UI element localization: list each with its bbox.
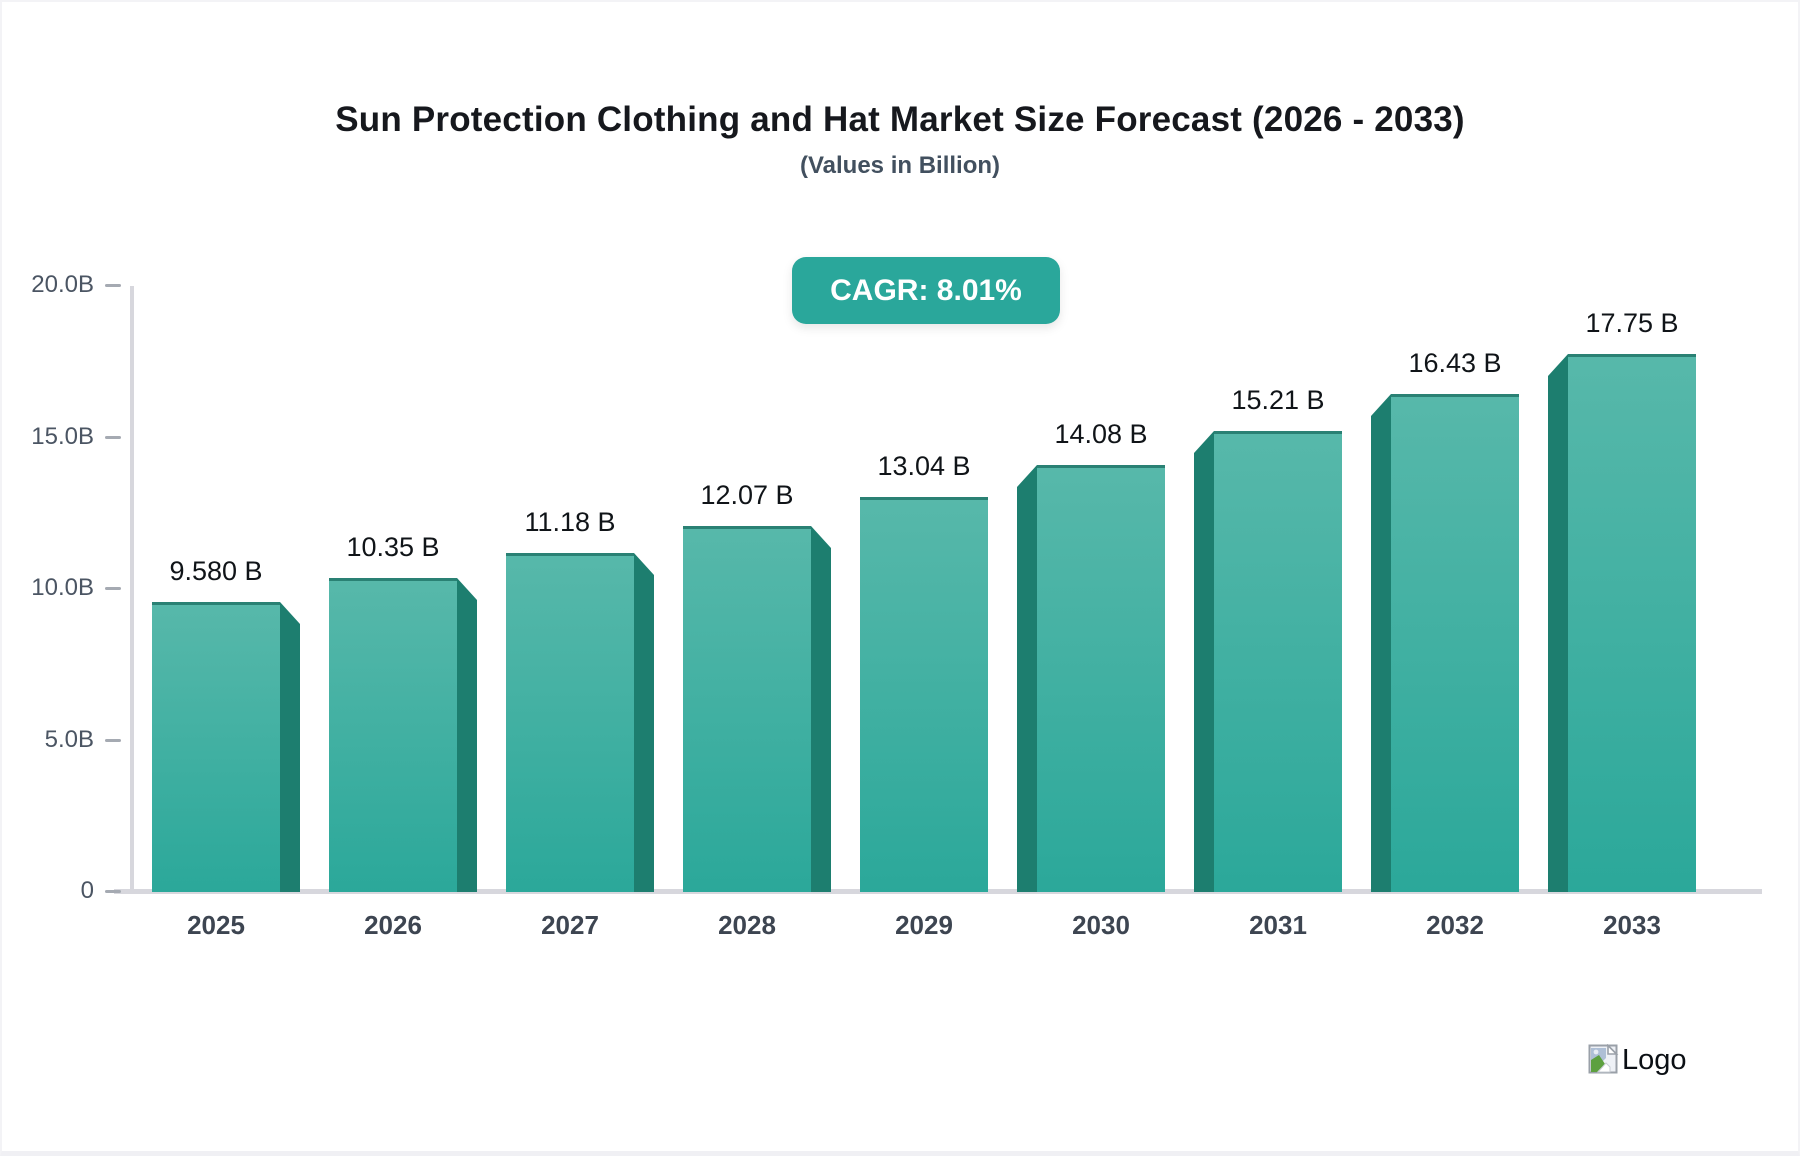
bar-2028 bbox=[683, 526, 811, 892]
bar-value-label: 11.18 B bbox=[524, 507, 616, 537]
bar-2031-side bbox=[1194, 431, 1214, 892]
bar-2029 bbox=[860, 497, 988, 892]
bar-value-label: 10.35 B bbox=[346, 532, 440, 562]
x-tick-label-2026: 2026 bbox=[364, 910, 422, 940]
bar-value-label: 16.43 B bbox=[1408, 348, 1502, 378]
bar-2025 bbox=[152, 602, 280, 892]
chart-subtitle: (Values in Billion) bbox=[799, 152, 1001, 179]
bar-value-label: 15.21 B bbox=[1231, 385, 1325, 415]
bar-2032 bbox=[1391, 394, 1519, 892]
bar-2033 bbox=[1568, 354, 1696, 892]
cagr-badge: CAGR: 8.01% bbox=[792, 257, 1060, 324]
x-tick-label-2032: 2032 bbox=[1426, 910, 1484, 940]
bar-2027 bbox=[506, 553, 634, 892]
y-tick-label: 20.0B bbox=[31, 271, 94, 298]
broken-image-icon bbox=[1588, 1044, 1619, 1074]
bar-2030-side bbox=[1017, 465, 1037, 892]
cagr-badge-label: CAGR: 8.01% bbox=[830, 273, 1022, 307]
y-tick-label: 0 bbox=[80, 877, 94, 904]
x-tick-label-2027: 2027 bbox=[541, 910, 599, 940]
x-tick-label-2033: 2033 bbox=[1603, 910, 1661, 940]
y-tick-mark bbox=[105, 587, 121, 590]
y-tick-mark bbox=[105, 435, 121, 439]
x-tick-label-2028: 2028 bbox=[718, 910, 776, 940]
y-tick-label: 15.0B bbox=[31, 422, 94, 450]
logo: Logo bbox=[1588, 1042, 1687, 1078]
bar-value-label: 12.07 B bbox=[700, 480, 794, 510]
bar-value-label: 9.580 B bbox=[169, 556, 263, 586]
y-tick-label: 10.0B bbox=[31, 574, 94, 601]
y-tick-mark bbox=[105, 738, 121, 742]
y-tick-label: 5.0B bbox=[44, 725, 94, 753]
bar-value-label: 17.75 B bbox=[1585, 308, 1679, 338]
bar-2031 bbox=[1214, 431, 1342, 892]
logo-text: Logo bbox=[1622, 1044, 1687, 1076]
x-tick-label-2030: 2030 bbox=[1072, 910, 1130, 940]
bar-2026-side bbox=[457, 578, 477, 892]
x-tick-label-2029: 2029 bbox=[895, 910, 953, 940]
bar-2033-side bbox=[1548, 354, 1568, 892]
chart-title: Sun Protection Clothing and Hat Market S… bbox=[335, 100, 1465, 139]
bar-2025-side bbox=[280, 602, 300, 892]
bar-2027-side bbox=[634, 553, 654, 892]
bar-value-label: 14.08 B bbox=[1054, 419, 1148, 449]
bar-2032-side bbox=[1371, 394, 1391, 892]
y-tick-mark bbox=[105, 890, 121, 893]
y-tick-mark bbox=[105, 284, 121, 287]
bar-value-label: 13.04 B bbox=[877, 451, 971, 481]
bar-2026 bbox=[329, 578, 457, 892]
y-axis-line bbox=[130, 286, 134, 892]
bar-2028-side bbox=[811, 526, 831, 892]
x-tick-label-2031: 2031 bbox=[1249, 910, 1307, 940]
bar-2030 bbox=[1037, 465, 1165, 892]
x-tick-label-2025: 2025 bbox=[187, 910, 245, 940]
